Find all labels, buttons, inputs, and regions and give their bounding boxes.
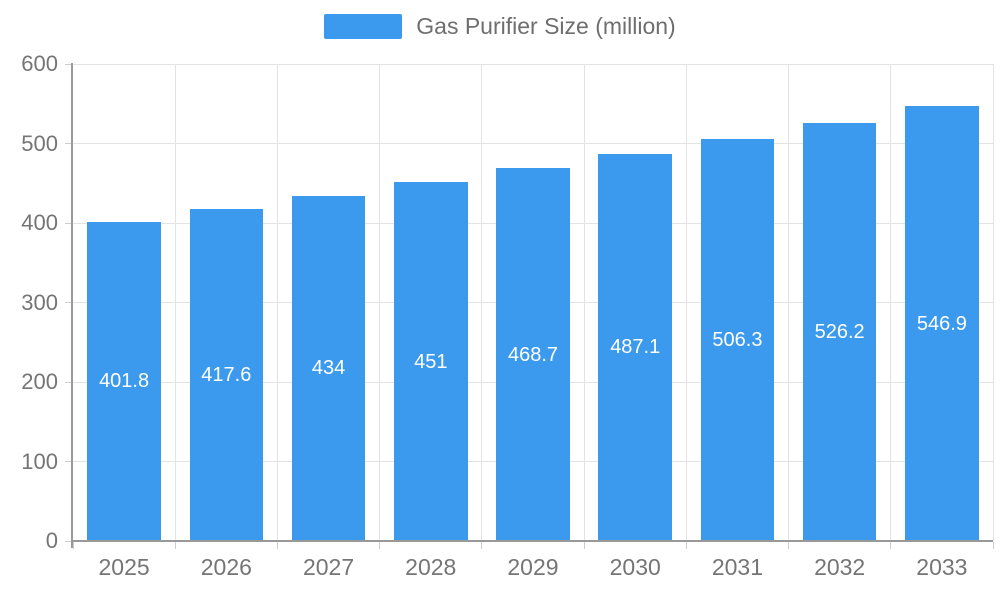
x-axis-tick-label: 2032	[814, 554, 866, 580]
bar-value-label: 417.6	[201, 364, 252, 386]
bar-2025[interactable]: 401.8	[87, 221, 161, 541]
x-axis-tick-label: 2030	[609, 554, 661, 580]
x-axis-tick	[481, 542, 483, 549]
x-axis-tick	[583, 542, 585, 549]
bar-value-label: 401.8	[99, 370, 150, 393]
bar-value-label: 487.1	[610, 336, 661, 359]
y-axis-tick-label: 500	[21, 130, 58, 156]
x-axis-tick	[685, 542, 687, 549]
y-axis-tick-label: 100	[21, 448, 58, 474]
x-axis-tick-label: 2029	[507, 554, 559, 580]
y-axis-tick	[65, 302, 73, 303]
x-axis-tick	[992, 542, 994, 549]
x-axis-line	[71, 540, 993, 542]
y-axis-tick	[65, 540, 73, 542]
gridline-vertical	[788, 64, 790, 541]
bar-2032[interactable]: 526.2	[802, 122, 877, 541]
gridline-vertical	[174, 64, 176, 541]
plot-area: 401.8 417.6 434 451 468.7 487.1 506.3 526.2 546.…	[65, 63, 994, 549]
x-axis-tick	[72, 542, 74, 549]
x-axis-tick-label: 2027	[302, 554, 355, 580]
y-axis-tick	[65, 222, 73, 224]
x-axis-tick-label: 2025	[98, 554, 150, 580]
y-axis-tick	[65, 381, 73, 383]
gridline-vertical	[685, 64, 687, 541]
gridline-horizontal	[73, 143, 993, 144]
gridline-vertical	[583, 64, 585, 541]
bar-2027[interactable]: 434	[291, 195, 366, 541]
bar-value-label: 451	[414, 350, 448, 373]
bar-2029[interactable]: 468.7	[496, 168, 570, 541]
y-axis-line	[71, 63, 73, 548]
bar-value-label: 506.3	[712, 328, 763, 351]
x-axis-tick-label: 2028	[405, 554, 457, 580]
x-axis-tick-label: 2026	[200, 554, 252, 580]
x-axis-tick	[276, 542, 278, 549]
bar-value-label: 546.9	[916, 312, 967, 335]
gridline-vertical	[890, 64, 892, 541]
x-axis-tick-label: 2033	[916, 554, 968, 580]
x-axis-tick	[788, 542, 790, 549]
bar-2033[interactable]: 546.9	[905, 106, 979, 541]
gridline-vertical	[379, 64, 381, 541]
gridline-vertical	[992, 64, 994, 541]
x-axis-tick-label: 2031	[711, 554, 764, 580]
bar-2031[interactable]: 506.3	[700, 138, 775, 541]
bar-value-label: 434	[311, 357, 346, 380]
bar-2026[interactable]: 417.6	[189, 209, 264, 541]
x-axis-tick	[174, 542, 176, 549]
y-axis-tick-label: 0	[45, 528, 58, 553]
legend-label: Gas Purifier Size (million)	[416, 13, 676, 39]
y-axis-tick	[65, 63, 73, 65]
x-axis-tick	[890, 542, 892, 549]
bar-value-label: 526.2	[814, 320, 865, 343]
y-axis-tick	[65, 461, 73, 462]
bar-2030[interactable]: 487.1	[598, 153, 673, 541]
gridline-vertical	[276, 64, 278, 541]
y-axis-tick-label: 200	[21, 369, 58, 394]
gridline-horizontal	[73, 63, 993, 65]
bar-value-label: 468.7	[507, 343, 559, 366]
bar-2028[interactable]: 451	[393, 182, 468, 541]
x-axis-tick	[379, 542, 381, 549]
y-axis-tick-label: 400	[21, 210, 58, 235]
legend[interactable]: Gas Purifier Size (million)	[0, 13, 1000, 40]
y-axis-tick-label: 600	[21, 51, 58, 76]
y-axis-tick	[65, 143, 73, 144]
legend-swatch	[324, 14, 403, 39]
y-axis-tick-label: 300	[21, 289, 58, 315]
gridline-vertical	[481, 64, 483, 541]
